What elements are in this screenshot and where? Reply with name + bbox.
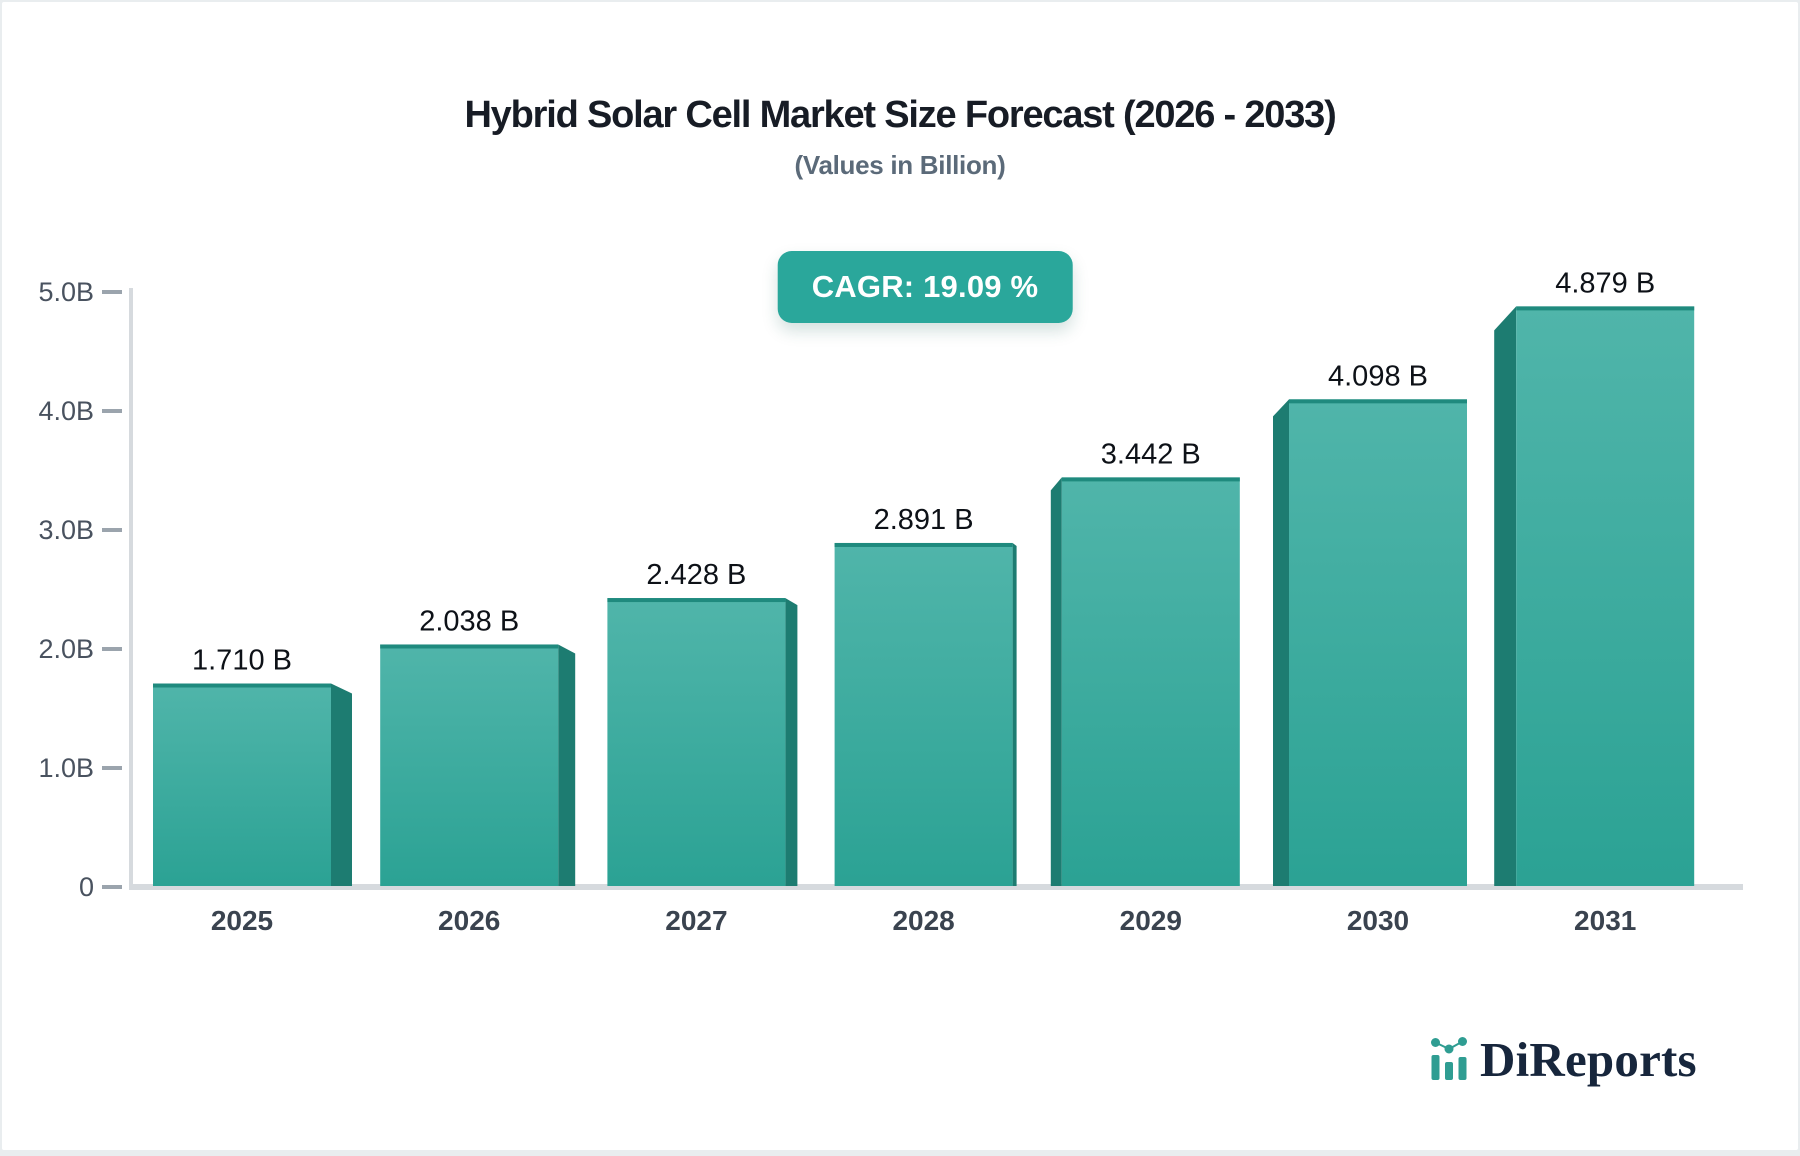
trend-dot [1431, 1038, 1440, 1047]
x-axis-tick-label: 2025 [211, 905, 273, 936]
bar[interactable] [1061, 477, 1240, 886]
bar-side-panel [331, 683, 352, 886]
y-axis-tick [102, 290, 122, 294]
y-axis-tick-label: 1.0B [38, 753, 94, 783]
bar-side-panel [785, 598, 798, 886]
bar[interactable] [1289, 399, 1467, 886]
y-axis-tick [102, 409, 122, 413]
x-axis-tick-label: 2026 [438, 905, 500, 936]
bar-group [607, 598, 798, 886]
bar[interactable] [834, 542, 1013, 886]
y-axis-tick [102, 885, 122, 889]
bar-group [380, 644, 576, 886]
bar-value-label: 2.891 B [874, 504, 974, 536]
bar[interactable] [607, 598, 786, 886]
y-axis-tick [102, 766, 122, 770]
chart-title: Hybrid Solar Cell Market Size Forecast (… [464, 94, 1336, 136]
bar[interactable] [380, 644, 559, 886]
y-axis-tick [102, 528, 122, 532]
cagr-badge: CAGR: 19.09 % [777, 251, 1073, 323]
bar[interactable] [153, 683, 331, 886]
bar-side-panel [1050, 477, 1062, 886]
chart-subtitle: (Values in Billion) [794, 150, 1006, 180]
bar[interactable] [1516, 306, 1695, 886]
bar-top-edge [380, 644, 559, 649]
bar-side-panel [1012, 542, 1017, 886]
x-axis-tick-label: 2031 [1574, 905, 1636, 936]
bar-top-edge [1516, 306, 1695, 311]
y-axis-tick-label: 2.0B [38, 634, 94, 664]
bar-value-label: 2.038 B [419, 605, 519, 637]
y-axis-tick-label: 4.0B [38, 396, 94, 426]
trend-dot [1458, 1037, 1467, 1046]
bar-group [1050, 477, 1240, 886]
y-axis-tick-label: 3.0B [38, 515, 94, 545]
y-axis-tick [102, 647, 122, 651]
bar-top-edge [1289, 399, 1467, 404]
brand-logo-text: DiReports [1480, 1031, 1697, 1087]
brand-logo: DiReports [1431, 1031, 1697, 1087]
logo-bar [1445, 1062, 1453, 1080]
x-axis-tick-label: 2029 [1120, 905, 1182, 936]
bar-value-label: 3.442 B [1101, 438, 1201, 470]
bar-side-panel [558, 644, 576, 886]
bar-group [153, 683, 352, 886]
bar-group [834, 542, 1017, 886]
bar-value-label: 4.879 B [1555, 267, 1655, 299]
bar-top-edge [834, 542, 1013, 547]
trend-dot [1444, 1044, 1454, 1054]
bar-top-edge [1061, 477, 1240, 482]
bar-value-label: 1.710 B [192, 645, 292, 677]
bar-value-label: 4.098 B [1328, 360, 1428, 392]
y-axis-tick-label: 5.0B [38, 277, 94, 307]
bar-top-edge [153, 683, 331, 688]
logo-bar [1431, 1055, 1440, 1080]
bar-side-panel [1273, 399, 1289, 886]
x-axis-tick-label: 2027 [665, 905, 727, 936]
logo-bar [1458, 1057, 1467, 1080]
y-axis-tick-label: 0 [79, 872, 94, 902]
bar-top-edge [607, 598, 786, 603]
x-axis-tick-label: 2030 [1347, 905, 1409, 936]
x-axis-tick-label: 2028 [892, 905, 954, 936]
bar-value-label: 2.428 B [646, 559, 746, 591]
y-axis-line [129, 288, 133, 887]
bar-side-panel [1494, 306, 1517, 886]
bar-group [1273, 399, 1467, 886]
x-axis-line [129, 884, 1743, 890]
bar-group [1494, 306, 1695, 886]
bar-chart-trend-icon [1431, 1037, 1467, 1080]
